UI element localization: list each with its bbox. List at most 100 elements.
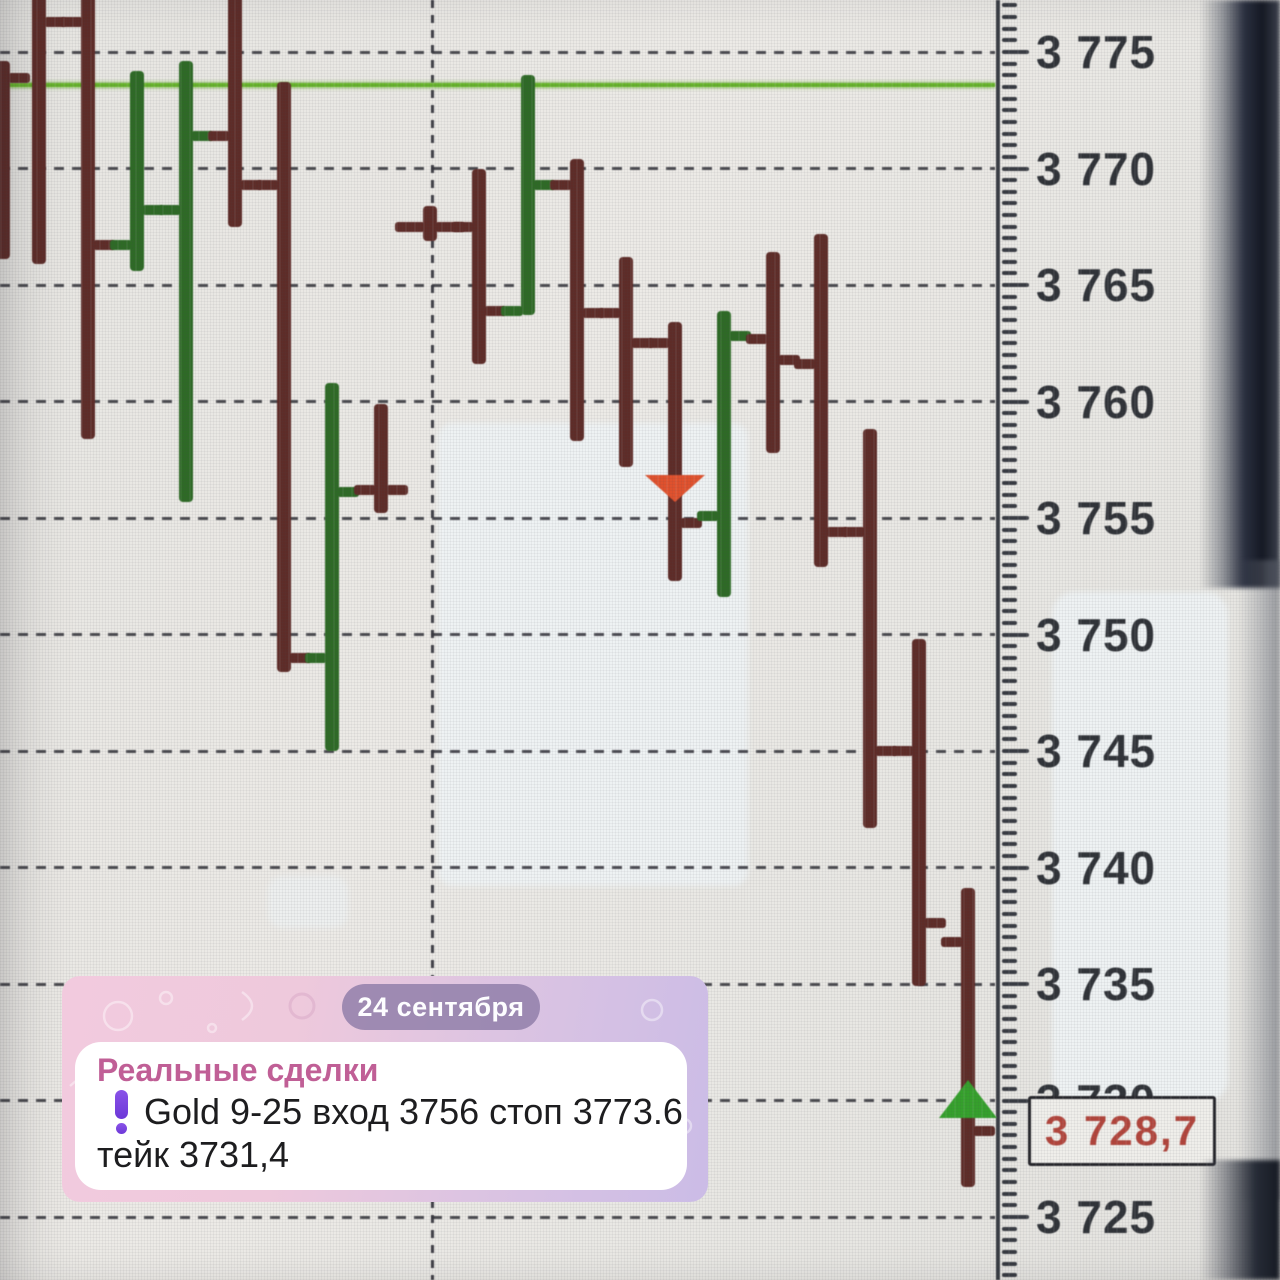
axis-tick (1002, 912, 1017, 917)
axis-tick (1002, 387, 1017, 392)
axis-tick (1002, 1249, 1017, 1254)
axis-tick (1002, 982, 1029, 986)
axis-tick (1002, 1203, 1017, 1208)
open-tick (452, 221, 475, 232)
open-tick (501, 305, 523, 316)
ohlc-bar (667, 322, 682, 581)
axis-label-3745: 3 745 (1036, 725, 1157, 777)
buy-arrow-icon (939, 1079, 998, 1118)
axis-tick (1002, 818, 1017, 823)
axis-tick (1002, 690, 1017, 695)
axis-tick (1002, 399, 1029, 404)
axis-tick (1002, 853, 1017, 858)
axis-tick (1002, 539, 1017, 544)
axis-tick (1002, 1168, 1017, 1173)
price-axis (996, 0, 1000, 1280)
open-tick (60, 16, 83, 27)
axis-tick (1002, 376, 1017, 381)
axis-tick (1002, 1051, 1017, 1056)
axis-tick (1002, 714, 1017, 719)
axis-tick (1002, 1098, 1029, 1103)
date-badge: 24 сентября (342, 984, 540, 1030)
axis-tick (1002, 667, 1017, 672)
close-tick (777, 354, 800, 365)
axis-tick (1002, 306, 1017, 311)
ohlc-bar (569, 159, 584, 442)
axis-tick (1002, 1063, 1017, 1068)
ohlc-bar (716, 310, 731, 598)
axis-tick (1002, 772, 1017, 777)
close-tick (8, 72, 30, 83)
axis-tick (1002, 679, 1017, 684)
axis-tick (1002, 1215, 1029, 1219)
axis-tick (1002, 248, 1017, 253)
exclamation-icon (115, 1090, 128, 1134)
axis-tick (1002, 131, 1017, 136)
axis-tick (1002, 1075, 1017, 1080)
ohlc-bar (765, 252, 780, 453)
axis-tick (1002, 760, 1017, 765)
axis-tick (1002, 620, 1017, 625)
ohlc-bar (618, 257, 633, 467)
axis-tick (1002, 597, 1017, 602)
close-tick (728, 331, 751, 342)
ohlc-bar (472, 168, 487, 365)
axis-tick (1002, 1145, 1017, 1150)
axis-tick (1002, 411, 1017, 416)
axis-tick (1002, 1005, 1017, 1010)
open-tick (941, 937, 964, 948)
axis-tick (1002, 294, 1017, 299)
open-tick (696, 510, 719, 521)
open-tick (305, 652, 328, 663)
axis-tick (1002, 1040, 1017, 1045)
axis-tick (1002, 1156, 1017, 1161)
axis-tick (1002, 1191, 1017, 1196)
axis-tick (1002, 865, 1029, 870)
open-tick (647, 338, 670, 349)
axis-tick (1002, 259, 1017, 264)
open-tick (109, 240, 132, 251)
axis-tick (1002, 189, 1017, 194)
axis-tick (1002, 842, 1017, 847)
axis-tick (1002, 1180, 1017, 1185)
open-tick (892, 746, 915, 756)
axis-tick (1002, 283, 1029, 287)
axis-tick (1002, 562, 1017, 567)
axis-tick (1002, 341, 1017, 346)
axis-tick (1002, 783, 1017, 788)
close-tick (973, 1125, 996, 1136)
axis-tick (1002, 574, 1017, 579)
close-tick (141, 205, 164, 216)
axis-tick (1002, 154, 1017, 159)
close-tick (44, 16, 66, 27)
close-tick (581, 307, 604, 318)
ohlc-bar (863, 429, 878, 828)
ohlc-bar (521, 75, 535, 316)
axis-tick (1002, 213, 1017, 218)
close-tick (826, 526, 849, 537)
open-tick (598, 307, 621, 318)
axis-tick (1002, 271, 1017, 276)
axis-tick (1002, 434, 1017, 439)
gridline-3755 (0, 516, 995, 520)
gridline-3740 (0, 866, 995, 869)
axis-tick (1002, 201, 1017, 206)
axis-tick (1002, 3, 1017, 8)
axis-label-3775: 3 775 (1036, 26, 1157, 78)
axis-tick (1002, 725, 1017, 730)
axis-tick (1002, 457, 1017, 462)
gridline-3760 (0, 400, 995, 403)
axis-tick (1002, 1086, 1017, 1091)
axis-tick (1002, 609, 1017, 614)
ohlc-bar (961, 888, 976, 1187)
open-tick (549, 179, 572, 190)
axis-tick (1002, 469, 1017, 474)
axis-tick (1002, 446, 1017, 451)
stop-loss-line (0, 82, 995, 87)
axis-tick (1002, 516, 1029, 520)
axis-tick (1002, 655, 1017, 660)
ohlc-bar (227, 0, 242, 227)
axis-label-3750: 3 750 (1036, 608, 1157, 661)
